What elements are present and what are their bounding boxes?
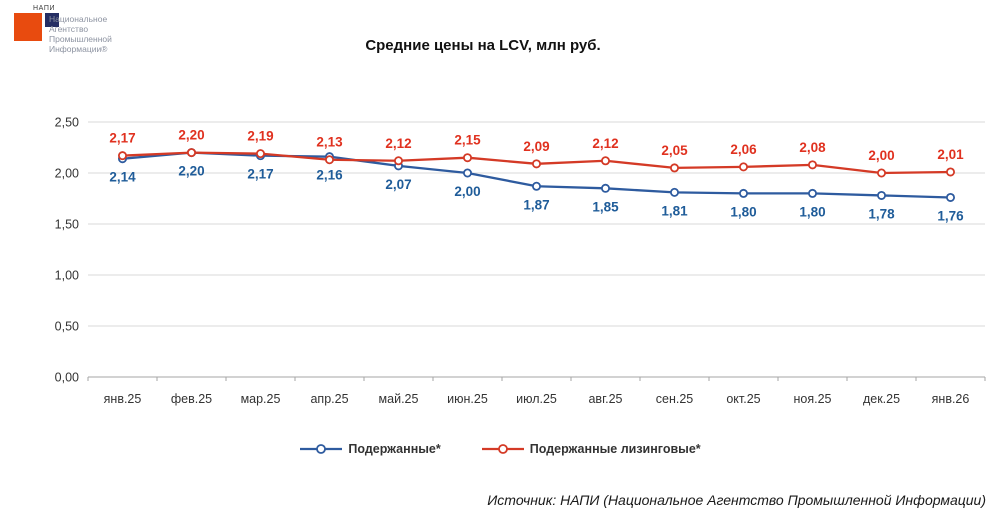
data-point-label: 2,00 [454, 184, 480, 199]
napi-logo-text: Национальное Агентство Промышленной Инфо… [49, 14, 112, 54]
data-point-label: 1,85 [592, 199, 619, 214]
data-point-marker [601, 156, 611, 166]
data-point-marker [946, 167, 956, 177]
data-point-marker [324, 155, 334, 165]
data-point-label: 1,80 [799, 204, 825, 219]
data-point-marker [532, 181, 542, 191]
logo-orange-square [14, 13, 42, 41]
svg-text:янв.26: янв.26 [932, 392, 970, 406]
data-point-label: 2,09 [523, 139, 549, 154]
data-point-marker [877, 168, 887, 178]
svg-text:0,00: 0,00 [55, 371, 79, 385]
data-point-label: 2,19 [247, 129, 273, 144]
legend-label-leased: Подержанные лизинговые* [529, 442, 701, 456]
logo-text-line: Агентство [49, 24, 89, 34]
data-point-marker [808, 160, 818, 170]
data-point-label: 2,17 [247, 167, 273, 182]
legend-marker-leased-icon [481, 444, 524, 454]
data-point-marker [946, 192, 956, 202]
x-axis-ticks [87, 377, 986, 381]
data-point-label: 1,80 [730, 204, 756, 219]
svg-text:авг.25: авг.25 [588, 392, 622, 406]
data-point-marker [186, 148, 196, 158]
svg-text:дек.25: дек.25 [863, 392, 900, 406]
data-point-label: 2,01 [937, 147, 964, 162]
data-point-marker [532, 159, 542, 169]
data-point-marker [739, 188, 749, 198]
chart-legend: Подержанные* Подержанные лизинговые* [0, 442, 1000, 456]
data-point-label: 2,20 [178, 164, 204, 179]
legend-label-used: Подержанные* [348, 442, 441, 456]
y-axis-labels: 0,00 0,50 1,00 1,50 2,00 2,50 [55, 116, 79, 385]
data-point-label: 2,15 [454, 133, 481, 148]
data-point-marker [462, 168, 472, 178]
svg-text:янв.25: янв.25 [104, 392, 142, 406]
x-axis-labels: янв.25 фев.25 мар.25 апр.25 май.25 июн.25 июл.… [104, 392, 970, 406]
data-point-marker [601, 183, 611, 193]
legend-item-leased: Подержанные лизинговые* [481, 442, 701, 456]
data-point-marker [739, 162, 749, 172]
data-point-label: 1,87 [523, 197, 549, 212]
chart-title: Средние цены на LCV, млн руб. [365, 37, 601, 54]
data-point-marker [670, 187, 680, 197]
svg-text:май.25: май.25 [379, 392, 419, 406]
svg-text:ноя.25: ноя.25 [793, 392, 831, 406]
svg-text:окт.25: окт.25 [726, 392, 760, 406]
napi-logo: НАПИ Национальное Агентство Промышленной… [6, 4, 186, 66]
data-point-label: 1,81 [661, 203, 688, 218]
data-point-marker [118, 151, 128, 161]
data-point-label: 2,20 [178, 128, 204, 143]
data-point-label: 1,76 [937, 208, 964, 223]
svg-text:2,50: 2,50 [55, 116, 79, 130]
svg-text:2,00: 2,00 [55, 167, 79, 181]
svg-text:фев.25: фев.25 [171, 392, 212, 406]
gridlines [88, 121, 985, 378]
data-point-marker [255, 149, 265, 159]
svg-text:мар.25: мар.25 [241, 392, 281, 406]
data-point-label: 2,00 [868, 148, 894, 163]
svg-text:1,50: 1,50 [55, 218, 79, 232]
data-point-marker [393, 156, 403, 166]
data-point-marker [462, 153, 472, 163]
data-point-label: 2,06 [730, 142, 757, 157]
data-point-label: 2,13 [316, 135, 343, 150]
data-point-label: 2,12 [385, 136, 411, 151]
data-point-marker [670, 163, 680, 173]
data-point-label: 2,14 [109, 170, 136, 185]
data-point-label: 2,05 [661, 143, 688, 158]
series-1: 2,17 2,20 2,19 2,13 2,12 2,15 2,09 2,12 2,05 2,06… [109, 128, 964, 178]
legend-item-used: Подержанные* [299, 442, 441, 456]
svg-text:апр.25: апр.25 [310, 392, 348, 406]
napi-logo-abbr: НАПИ [33, 5, 56, 12]
logo-text-line: Национальное [49, 14, 108, 24]
legend-marker-used-icon [300, 444, 343, 454]
svg-text:сен.25: сен.25 [656, 392, 694, 406]
logo-navy-square [45, 13, 59, 27]
logo-text-line: Промышленной [49, 34, 112, 44]
svg-text:июн.25: июн.25 [447, 392, 488, 406]
data-point-label: 2,16 [316, 168, 343, 183]
source-note: Источник: НАПИ (Национальное Агентство П… [487, 492, 986, 508]
data-point-label: 2,17 [109, 131, 135, 146]
series-0: 2,14 2,20 2,17 2,16 2,07 2,00 1,87 1,85 1,81 1,80… [109, 148, 964, 223]
svg-text:июл.25: июл.25 [516, 392, 557, 406]
data-point-label: 2,08 [799, 140, 826, 155]
data-point-label: 2,12 [592, 136, 618, 151]
data-point-marker [808, 188, 818, 198]
svg-text:0,50: 0,50 [55, 320, 79, 334]
data-point-label: 2,07 [385, 177, 411, 192]
data-point-marker [877, 190, 887, 200]
lcv-price-chart: 0,00 0,50 1,00 1,50 2,00 2,50 янв.25 фев.25 мар.… [55, 116, 986, 406]
data-point-label: 1,78 [868, 206, 895, 221]
logo-text-line: Информации® [49, 44, 108, 54]
svg-text:1,00: 1,00 [55, 269, 79, 283]
